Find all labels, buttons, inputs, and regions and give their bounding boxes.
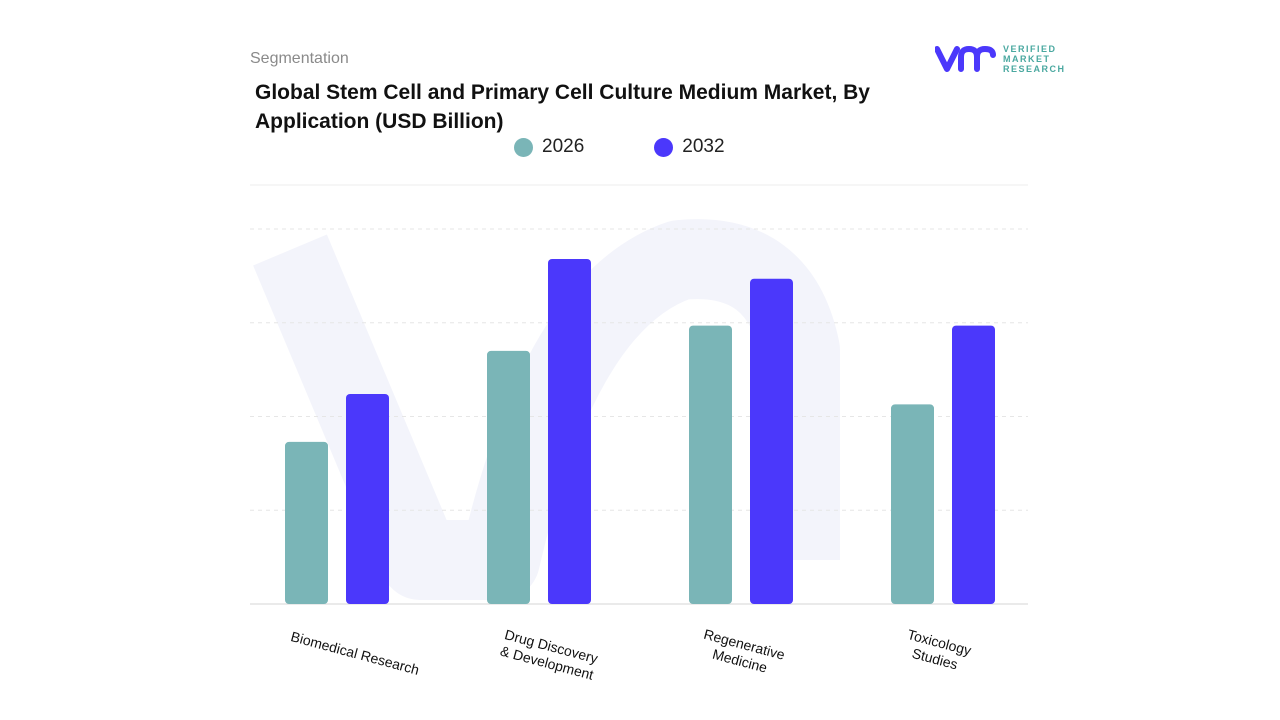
segment-label: Segmentation: [250, 50, 349, 67]
bar-2026-3: [891, 404, 934, 604]
vmr-logo-icon: [935, 45, 996, 72]
legend-item-2032: 2032: [654, 136, 725, 158]
legend-swatch-2032: [654, 137, 674, 157]
bar-2032-0: [346, 394, 389, 604]
logo-line1: VERIFIED: [1003, 44, 1057, 54]
legend-swatch-2026: [514, 137, 533, 157]
bar-2026-2: [689, 325, 732, 604]
bar-2032-1: [548, 259, 591, 604]
bar-2032-3: [952, 325, 995, 604]
bar-2032-2: [750, 278, 793, 604]
logo-line3: RESEARCH: [1003, 64, 1066, 74]
logo: VERIFIED MARKET RESEARCH: [935, 44, 1066, 74]
legend-label: 2026: [542, 136, 585, 157]
bar-2026-0: [285, 441, 328, 604]
legend-label: 2032: [682, 136, 725, 157]
bar-2026-1: [487, 350, 530, 604]
legend: 2026 2032: [514, 136, 725, 158]
legend-item-2026: 2026: [514, 136, 584, 158]
chart-title: Global Stem Cell and Primary Cell Cultur…: [255, 81, 870, 133]
logo-line2: MARKET: [1003, 54, 1051, 64]
